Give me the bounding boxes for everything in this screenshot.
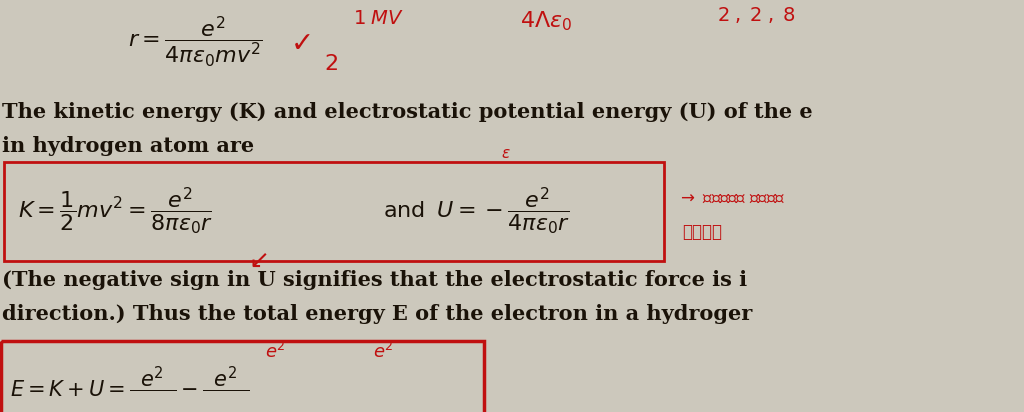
Text: $e^2$: $e^2$	[373, 342, 394, 362]
Text: $1\;MV$: $1\;MV$	[353, 10, 404, 28]
Text: किला: किला	[682, 223, 722, 241]
Text: $E = K + U = \dfrac{e^2}{\;\;\;\;\;\;\;\;} - \dfrac{e^2}{\;\;\;\;\;\;\;\;}$: $E = K + U = \dfrac{e^2}{\;\;\;\;\;\;\;\…	[10, 366, 250, 400]
Text: $\rightarrow$ पहेली नहीं: $\rightarrow$ पहेली नहीं	[678, 189, 785, 207]
Text: The kinetic energy (K) and electrostatic potential energy (U) of the e: The kinetic energy (K) and electrostatic…	[2, 102, 813, 122]
Text: $2$: $2$	[324, 54, 338, 75]
Text: direction.) Thus the total energy E of the electron in a hydroger: direction.) Thus the total energy E of t…	[2, 304, 753, 324]
Text: $e^2$: $e^2$	[265, 342, 286, 362]
Text: $K = \dfrac{1}{2}mv^2 = \dfrac{e^2}{8\pi\varepsilon_0 r}$: $K = \dfrac{1}{2}mv^2 = \dfrac{e^2}{8\pi…	[17, 186, 213, 237]
Text: (The negative sign in U signifies that the electrostatic force is i: (The negative sign in U signifies that t…	[2, 270, 748, 290]
Text: in hydrogen atom are: in hydrogen atom are	[2, 136, 254, 156]
Text: $\varepsilon$: $\varepsilon$	[501, 147, 510, 162]
Text: $\mathrm{and}\;\; U = -\dfrac{e^2}{4\pi\varepsilon_0 r}$: $\mathrm{and}\;\; U = -\dfrac{e^2}{4\pi\…	[383, 186, 570, 237]
Text: $\swarrow$: $\swarrow$	[244, 250, 268, 273]
Text: $\checkmark$: $\checkmark$	[290, 29, 310, 56]
Text: $r = \dfrac{e^2}{4\pi\varepsilon_0 mv^2}$: $r = \dfrac{e^2}{4\pi\varepsilon_0 mv^2}…	[128, 14, 262, 70]
Text: $2\;,\;2\;,\;8$: $2\;,\;2\;,\;8$	[717, 5, 796, 25]
Text: $4\Lambda\varepsilon_0$: $4\Lambda\varepsilon_0$	[520, 10, 572, 33]
